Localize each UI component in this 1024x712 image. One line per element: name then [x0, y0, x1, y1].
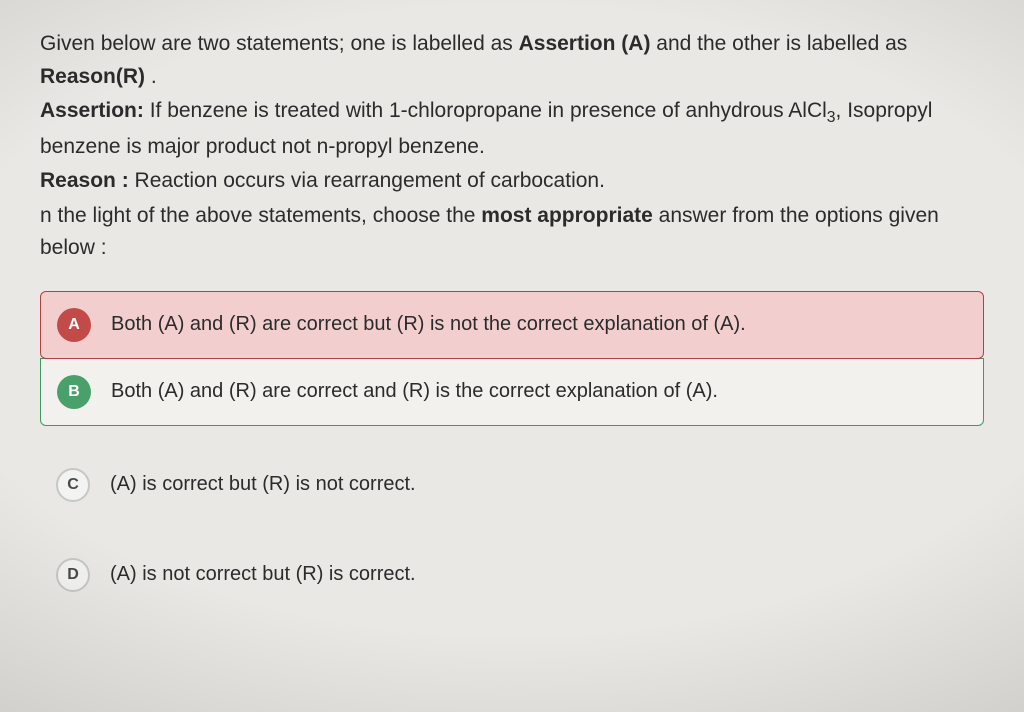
reason-label: Reason(R) — [40, 65, 145, 88]
option-d-text: (A) is not correct but (R) is correct. — [110, 561, 416, 588]
intro-pre: Given below are two statements; one is l… — [40, 32, 519, 55]
options-container: A Both (A) and (R) are correct but (R) i… — [40, 291, 984, 606]
intro-line-1: Given below are two statements; one is l… — [40, 28, 984, 93]
option-b-text: Both (A) and (R) are correct and (R) is … — [111, 378, 718, 405]
prompt-line: n the light of the above statements, cho… — [40, 200, 984, 265]
reason-line: Reason : Reaction occurs via rearrangeme… — [40, 165, 984, 198]
assertion-text-pre: If benzene is treated with 1-chloropropa… — [144, 99, 827, 122]
intro-post: . — [145, 65, 157, 88]
reason-text: Reaction occurs via rearrangement of car… — [129, 169, 605, 192]
option-a[interactable]: A Both (A) and (R) are correct but (R) i… — [40, 291, 984, 359]
option-d[interactable]: D (A) is not correct but (R) is correct. — [40, 544, 984, 606]
page-root: Given below are two statements; one is l… — [0, 0, 1024, 712]
assertion-heading: Assertion: — [40, 99, 144, 122]
option-a-letter: A — [57, 308, 91, 342]
reason-heading: Reason : — [40, 169, 129, 192]
option-b[interactable]: B Both (A) and (R) are correct and (R) i… — [40, 358, 984, 426]
option-c-text: (A) is correct but (R) is not correct. — [110, 471, 416, 498]
option-a-text: Both (A) and (R) are correct but (R) is … — [111, 311, 746, 338]
prompt-bold: most appropriate — [481, 204, 653, 227]
option-c-letter: C — [56, 468, 90, 502]
prompt-pre: n the light of the above statements, cho… — [40, 204, 481, 227]
option-b-letter: B — [57, 375, 91, 409]
option-d-letter: D — [56, 558, 90, 592]
assertion-label: Assertion (A) — [519, 32, 651, 55]
assertion-line: Assertion: If benzene is treated with 1-… — [40, 95, 984, 163]
assertion-sub: 3 — [827, 109, 836, 126]
intro-mid: and the other is labelled as — [650, 32, 907, 55]
option-c[interactable]: C (A) is correct but (R) is not correct. — [40, 454, 984, 516]
